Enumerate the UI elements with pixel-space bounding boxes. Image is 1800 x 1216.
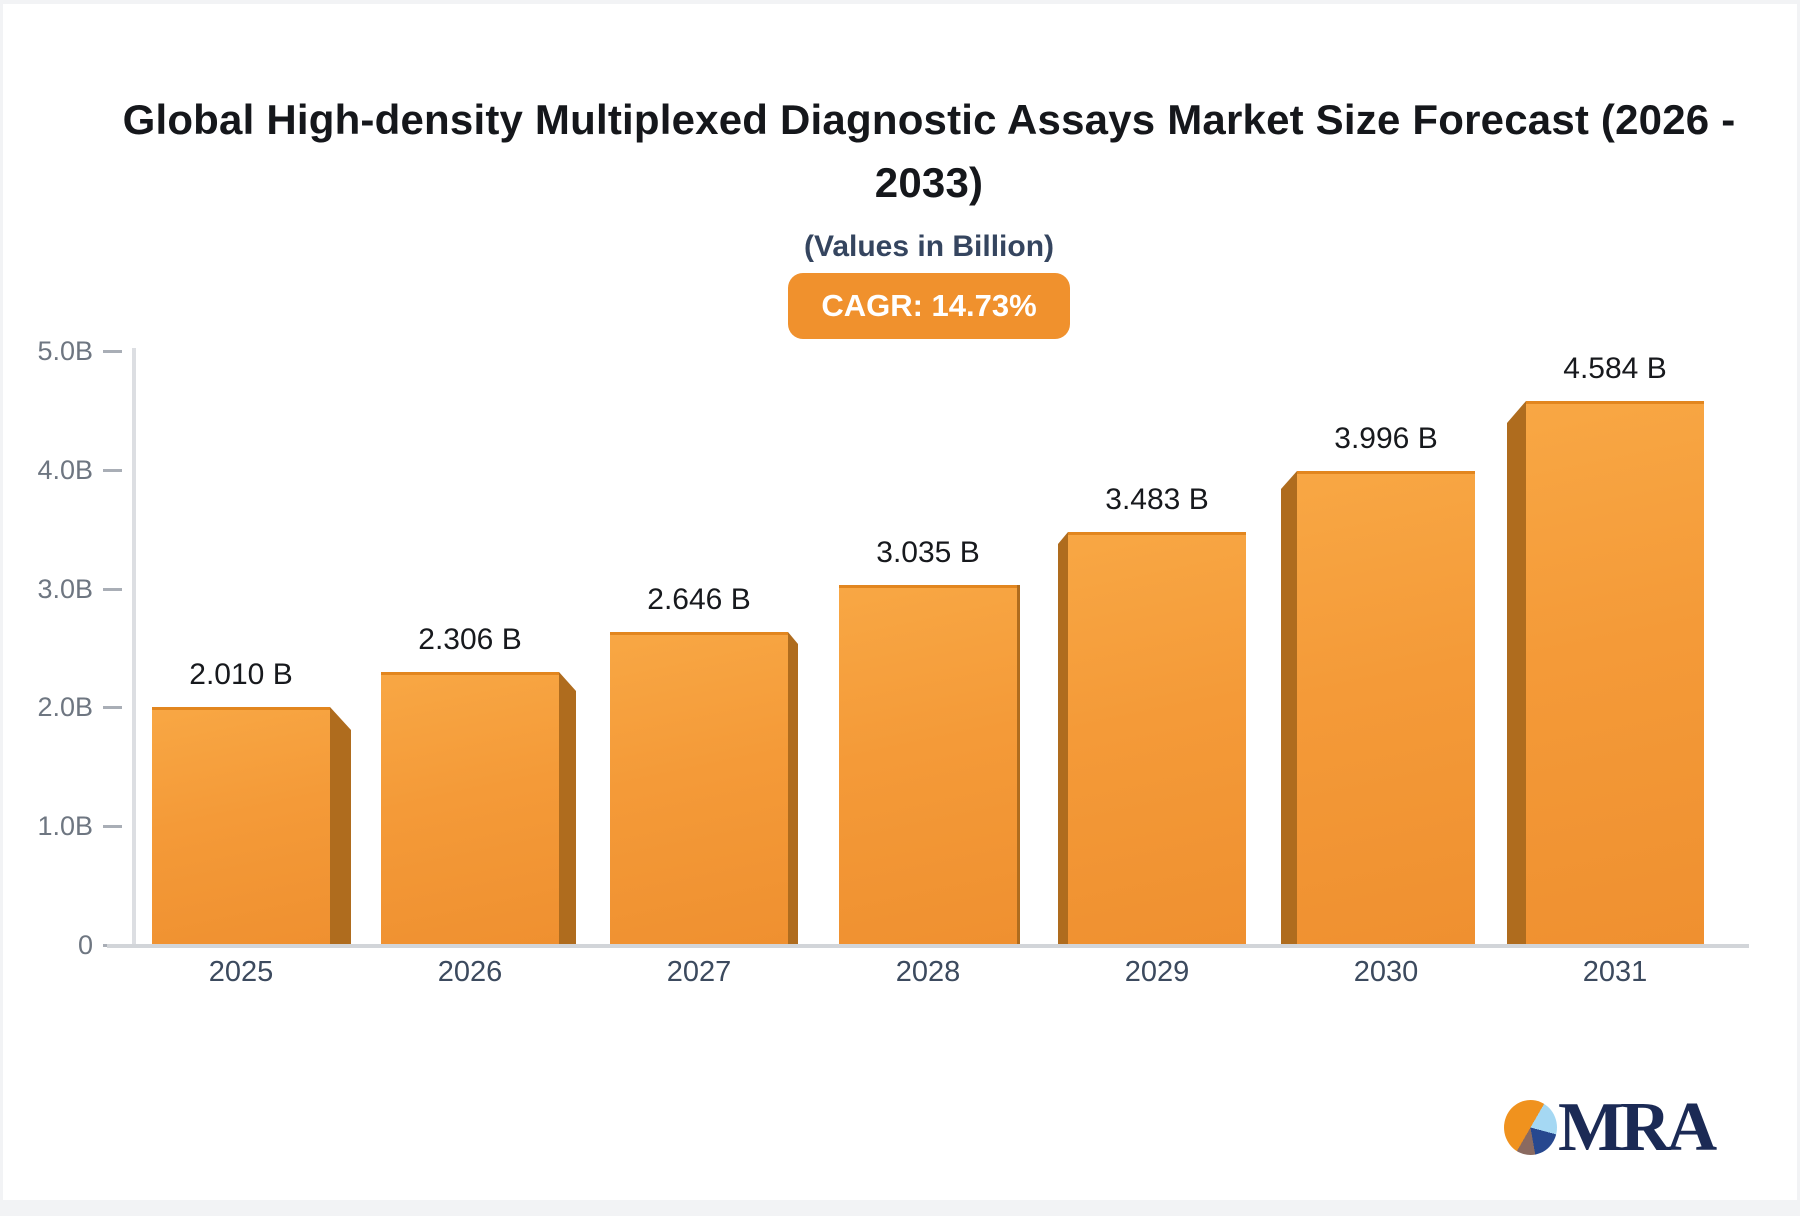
- y-axis-tick-mark: [103, 350, 122, 353]
- y-axis-tick-label: 2.0B: [37, 692, 93, 723]
- bar-value-label: 3.483 B: [1105, 483, 1209, 516]
- y-axis-tick-label: 4.0B: [37, 454, 93, 485]
- chart-header: Global High-density Multiplexed Diagnost…: [3, 88, 1797, 339]
- chart-title: Global High-density Multiplexed Diagnost…: [119, 88, 1739, 214]
- x-axis-label-2027: 2027: [666, 956, 732, 988]
- x-axis-label-2025: 2025: [208, 956, 274, 988]
- bar-2026: [381, 672, 559, 946]
- y-axis-line: [132, 348, 136, 947]
- mra-logo: MRA: [1504, 1088, 1717, 1166]
- bar-side-2027: [788, 632, 798, 946]
- bar-side-2029: [1058, 532, 1068, 946]
- x-axis-label-2026: 2026: [437, 956, 503, 988]
- bar-value-label: 2.306 B: [418, 623, 522, 656]
- bar-2030: [1297, 471, 1475, 946]
- chart-title-line2: 2033): [874, 159, 984, 206]
- bar-2027: [610, 632, 788, 946]
- y-axis-tick-mark: [103, 944, 122, 947]
- page-edge-left: [0, 0, 3, 1212]
- y-axis-tick-mark: [103, 706, 122, 710]
- x-axis-label-2031: 2031: [1582, 956, 1648, 988]
- bar-side-2026: [559, 672, 576, 946]
- bar-side-2025: [330, 707, 351, 946]
- bar-value-label: 3.996 B: [1334, 422, 1438, 455]
- y-axis-tick-mark: [103, 825, 122, 829]
- pie-chart-logo-icon: [1504, 1100, 1557, 1155]
- bar-value-label: 4.584 B: [1563, 352, 1667, 385]
- x-axis-label-2030: 2030: [1353, 956, 1419, 988]
- bar-value-label: 2.010 B: [189, 658, 293, 691]
- y-axis-tick-label: 1.0B: [37, 811, 93, 842]
- bar-side-2028: [1017, 585, 1020, 946]
- x-axis-label-2028: 2028: [895, 956, 961, 988]
- x-axis-baseline: [107, 944, 1749, 948]
- x-axis-label-2029: 2029: [1124, 956, 1190, 988]
- bar-value-label: 3.035 B: [876, 536, 980, 569]
- y-axis-tick-mark: [103, 587, 122, 591]
- y-axis-tick-label: 5.0B: [37, 336, 93, 366]
- bar-side-2031: [1507, 401, 1526, 946]
- y-axis-tick-label: 3.0B: [37, 573, 93, 604]
- cagr-badge: CAGR: 14.73%: [788, 273, 1070, 339]
- bar-2031: [1526, 401, 1704, 946]
- chart-title-line1: Global High-density Multiplexed Diagnost…: [122, 96, 1736, 143]
- bar-2029: [1068, 532, 1246, 946]
- chart-subtitle: (Values in Billion): [803, 230, 1055, 263]
- bar-2025: [152, 707, 330, 946]
- chart-card: Global High-density Multiplexed Diagnost…: [3, 4, 1797, 1200]
- page-edge-bottom: [0, 1200, 1800, 1212]
- y-axis-tick-label: 0: [77, 930, 93, 960]
- bar-value-label: 2.646 B: [647, 583, 751, 616]
- y-axis-tick-mark: [103, 468, 122, 472]
- bar-side-2030: [1281, 471, 1297, 946]
- logo-text: MRA: [1558, 1088, 1717, 1166]
- page-edge-top: [0, 0, 1800, 4]
- bar-2028: [839, 585, 1017, 946]
